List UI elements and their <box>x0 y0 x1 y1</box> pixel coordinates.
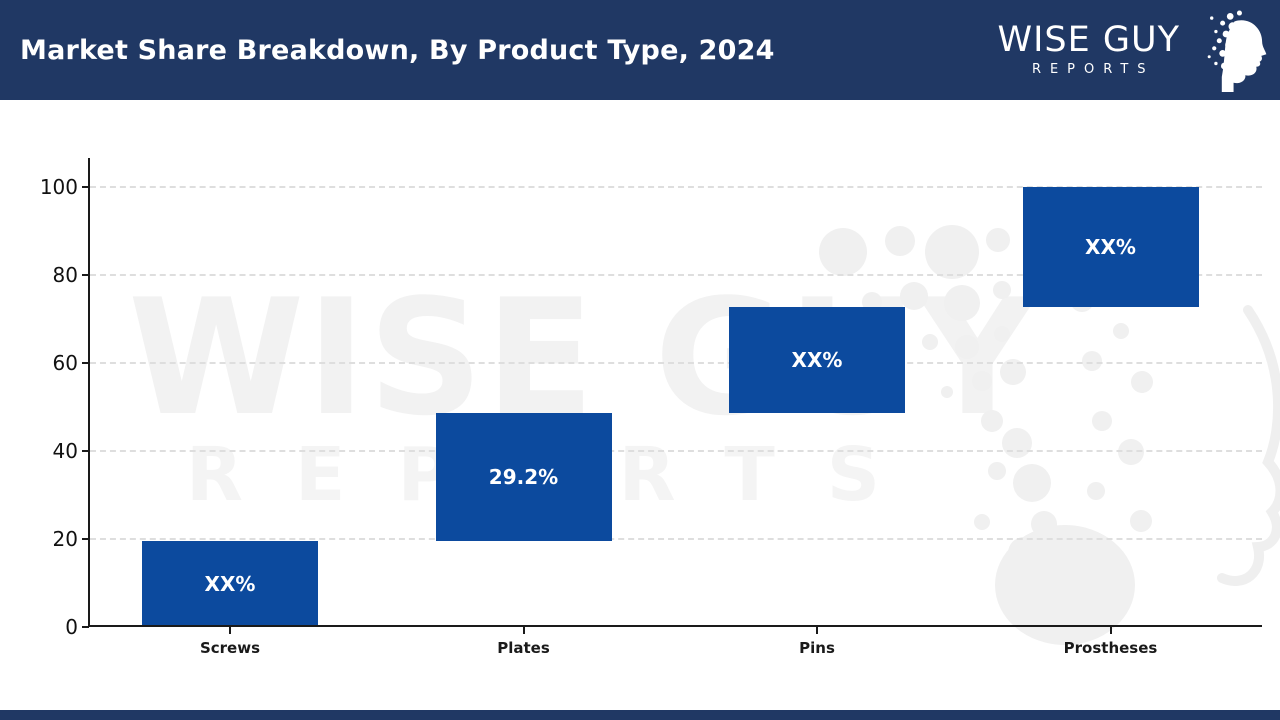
bar-plates: 29.2% <box>435 412 612 542</box>
y-tick-20 <box>82 538 89 540</box>
x-tick-plates <box>522 627 525 634</box>
x-category-label: Prostheses <box>1063 639 1158 657</box>
x-category-label: Pins <box>799 639 835 657</box>
brand-sub-label: REPORTS <box>1031 62 1155 77</box>
bar-value-label: XX% <box>791 347 843 372</box>
y-tick-80 <box>82 274 89 276</box>
x-tick-pins <box>816 627 818 634</box>
brand-name-label: WISE GUY <box>997 20 1180 60</box>
x-category-label: Screws <box>199 639 261 657</box>
page-title: Market Share Breakdown, By Product Type,… <box>20 34 775 66</box>
y-tick-100 <box>82 186 89 188</box>
x-axis-line <box>88 625 1262 627</box>
gridline-60 <box>90 362 1262 364</box>
y-tick-label-60: 60 <box>52 351 78 375</box>
bar-prostheses: XX% <box>1022 187 1199 307</box>
y-axis-line <box>88 158 90 627</box>
gridline-40 <box>90 450 1262 452</box>
y-tick-label-100: 100 <box>39 175 78 199</box>
y-tick-60 <box>82 362 89 364</box>
bar-value-label: 29.2% <box>488 464 559 489</box>
bar-screws: XX% <box>142 541 318 627</box>
footer-bar <box>0 710 1280 720</box>
y-tick-label-0: 0 <box>65 615 78 639</box>
header-bar: Market Share Breakdown, By Product Type,… <box>0 0 1280 100</box>
bar-pins: XX% <box>729 306 905 413</box>
y-tick-0 <box>82 626 89 628</box>
gridline-100 <box>90 186 1262 188</box>
x-category-label: Plates <box>497 639 550 657</box>
y-tick-label-40: 40 <box>52 439 78 463</box>
brand-text: WISE GUY REPORTS <box>997 20 1180 78</box>
brand-logo: WISE GUY REPORTS <box>997 0 1268 100</box>
y-tick-label-80: 80 <box>52 263 78 287</box>
bar-value-label: XX% <box>204 572 256 597</box>
y-tick-40 <box>82 450 89 452</box>
x-tick-prostheses <box>1109 627 1112 634</box>
bar-value-label: XX% <box>1085 234 1136 259</box>
y-tick-label-20: 20 <box>52 527 78 551</box>
gridline-80 <box>90 274 1262 276</box>
brand-head-icon <box>1207 10 1267 93</box>
gridline-20 <box>90 538 1262 540</box>
x-tick-screws <box>229 627 231 634</box>
